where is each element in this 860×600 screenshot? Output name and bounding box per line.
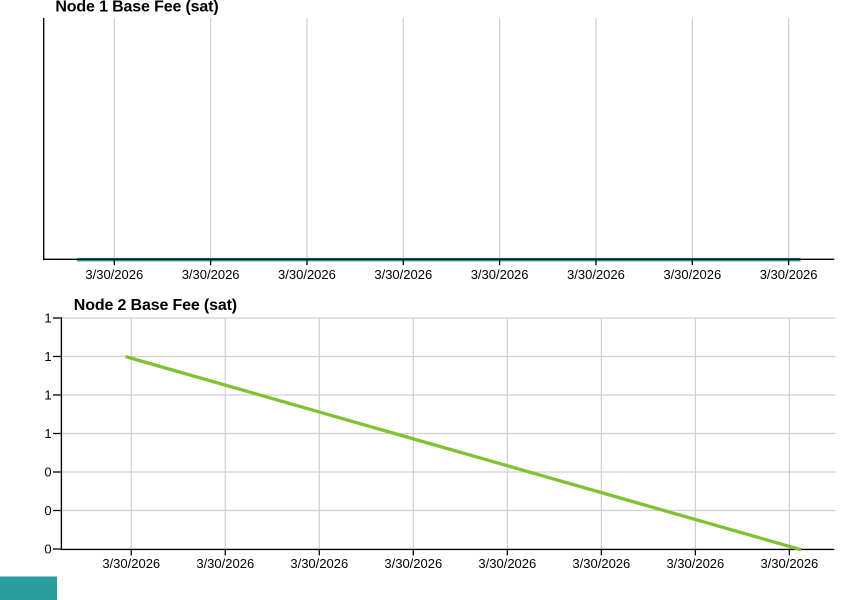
svg-text:3/30/2026: 3/30/2026 bbox=[760, 556, 818, 571]
svg-text:1: 1 bbox=[44, 388, 51, 403]
svg-text:Node 1 Base Fee (sat): Node 1 Base Fee (sat) bbox=[55, 0, 218, 16]
svg-text:3/30/2026: 3/30/2026 bbox=[663, 267, 721, 282]
svg-text:3/30/2026: 3/30/2026 bbox=[572, 556, 630, 571]
svg-text:Node 2 Base Fee (sat): Node 2 Base Fee (sat) bbox=[74, 297, 237, 314]
svg-text:3/30/2026: 3/30/2026 bbox=[182, 267, 240, 282]
svg-text:3/30/2026: 3/30/2026 bbox=[760, 267, 818, 282]
svg-text:1: 1 bbox=[44, 349, 51, 364]
svg-text:3/30/2026: 3/30/2026 bbox=[384, 556, 442, 571]
svg-text:3/30/2026: 3/30/2026 bbox=[374, 267, 432, 282]
svg-text:3/30/2026: 3/30/2026 bbox=[478, 556, 536, 571]
svg-text:0: 0 bbox=[44, 503, 51, 518]
svg-text:3/30/2026: 3/30/2026 bbox=[102, 556, 160, 571]
svg-text:3/30/2026: 3/30/2026 bbox=[666, 556, 724, 571]
svg-text:3/30/2026: 3/30/2026 bbox=[471, 267, 529, 282]
svg-text:0: 0 bbox=[44, 465, 51, 480]
svg-text:3/30/2026: 3/30/2026 bbox=[290, 556, 348, 571]
svg-text:1: 1 bbox=[44, 426, 51, 441]
svg-text:3/30/2026: 3/30/2026 bbox=[567, 267, 625, 282]
svg-text:1: 1 bbox=[44, 311, 51, 326]
svg-text:0: 0 bbox=[44, 542, 51, 557]
svg-text:3/30/2026: 3/30/2026 bbox=[278, 267, 336, 282]
svg-text:3/30/2026: 3/30/2026 bbox=[196, 556, 254, 571]
svg-text:3/30/2026: 3/30/2026 bbox=[85, 267, 143, 282]
